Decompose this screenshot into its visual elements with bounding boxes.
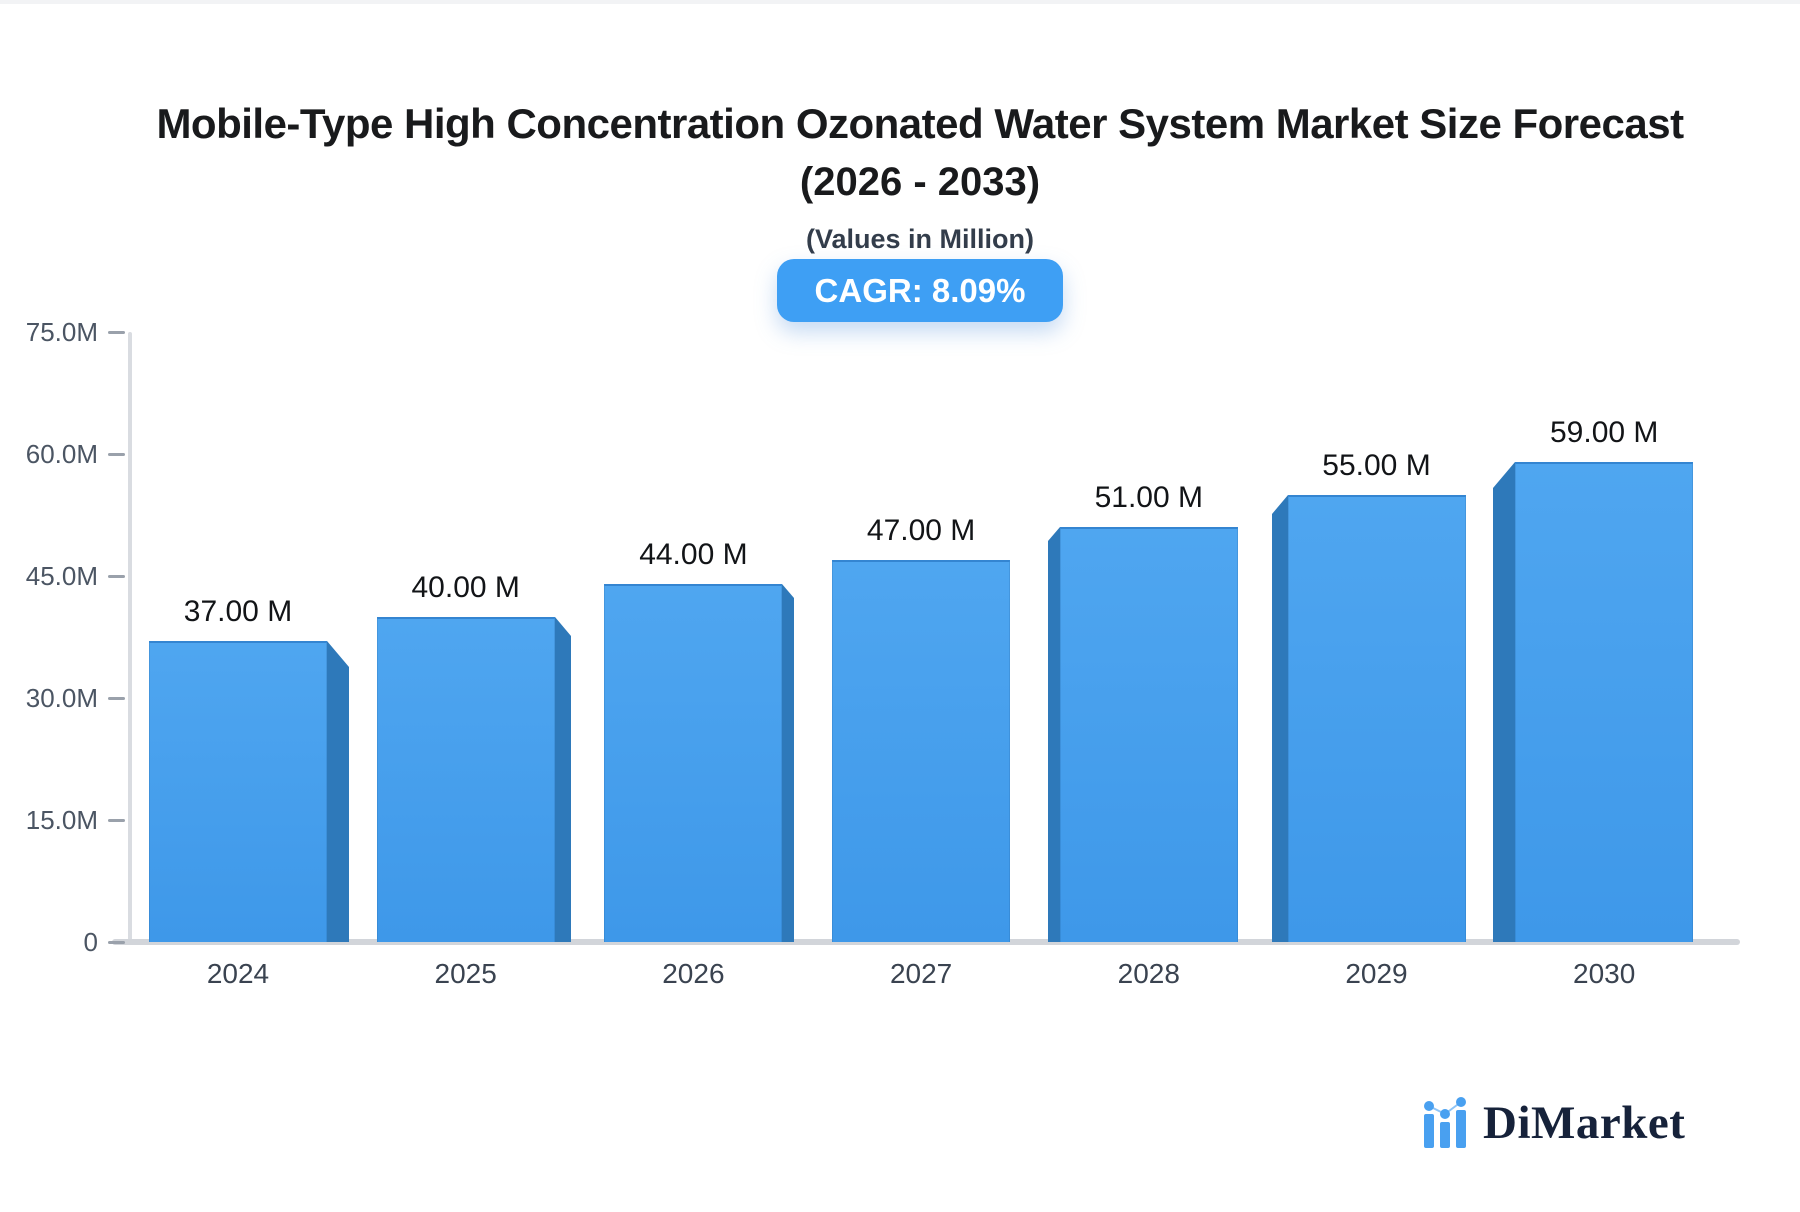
page-title-line1: Mobile-Type High Concentration Ozonated … <box>156 100 1684 147</box>
y-tick <box>108 452 125 456</box>
cagr-badge: CAGR: 8.09% <box>776 259 1064 322</box>
y-tick <box>108 330 125 334</box>
bar-2027 <box>832 560 1010 942</box>
y-tick <box>108 696 125 700</box>
bar-side-2026 <box>782 584 794 942</box>
bar-2024 <box>149 641 327 942</box>
bar-value-label-2024: 37.00 M <box>183 595 293 628</box>
y-tick-label: 0 <box>83 927 98 957</box>
bar-value-label-2030: 59.00 M <box>1549 416 1659 449</box>
cagr-badge-row: CAGR: 8.09% <box>40 259 1800 322</box>
y-axis-line <box>128 332 132 944</box>
x-category-label-2029: 2029 <box>1345 958 1408 989</box>
y-tick <box>108 940 125 944</box>
bar-side-2029 <box>1272 495 1288 942</box>
y-tick <box>108 818 125 822</box>
values-unit-note: (Values in Million) <box>805 224 1035 254</box>
brand-logo: DiMarket <box>1421 1094 1685 1152</box>
x-category-label-2028: 2028 <box>1117 958 1180 989</box>
y-tick-label: 15.0M <box>25 805 98 835</box>
bar-2025 <box>377 617 555 942</box>
x-category-label-2030: 2030 <box>1573 958 1636 989</box>
x-category-label-2027: 2027 <box>889 958 953 989</box>
bar-2026 <box>604 584 782 942</box>
x-axis-baseline <box>112 939 1740 945</box>
brand-logo-text: DiMarket <box>1483 1097 1686 1149</box>
bar-2029 <box>1288 495 1466 942</box>
bar-value-label-2028: 51.00 M <box>1094 481 1203 514</box>
brand-logo-icon <box>1424 1097 1466 1148</box>
bar-value-label-2026: 44.00 M <box>639 538 748 571</box>
bar-value-label-2025: 40.00 M <box>411 571 520 604</box>
bar-value-label-2029: 55.00 M <box>1322 449 1431 482</box>
bar-side-2025 <box>555 617 571 942</box>
bar-side-2024 <box>327 641 349 942</box>
x-category-label-2024: 2024 <box>206 958 270 989</box>
y-tick-label: 45.0M <box>25 561 98 591</box>
page-top-strip <box>0 0 1800 4</box>
bar-2030 <box>1515 462 1693 942</box>
y-tick <box>108 574 125 578</box>
y-tick-label: 75.0M <box>25 317 98 347</box>
y-tick-label: 30.0M <box>25 683 98 713</box>
bar-side-2030 <box>1493 462 1515 942</box>
bar-2028 <box>1060 527 1238 942</box>
bar-side-2028 <box>1048 527 1060 942</box>
x-category-label-2025: 2025 <box>434 958 497 989</box>
bar-value-label-2027: 47.00 M <box>866 514 976 547</box>
page-title-line2: (2026 - 2033) <box>799 160 1041 204</box>
y-tick-label: 60.0M <box>25 439 98 469</box>
x-category-label-2026: 2026 <box>662 958 725 989</box>
